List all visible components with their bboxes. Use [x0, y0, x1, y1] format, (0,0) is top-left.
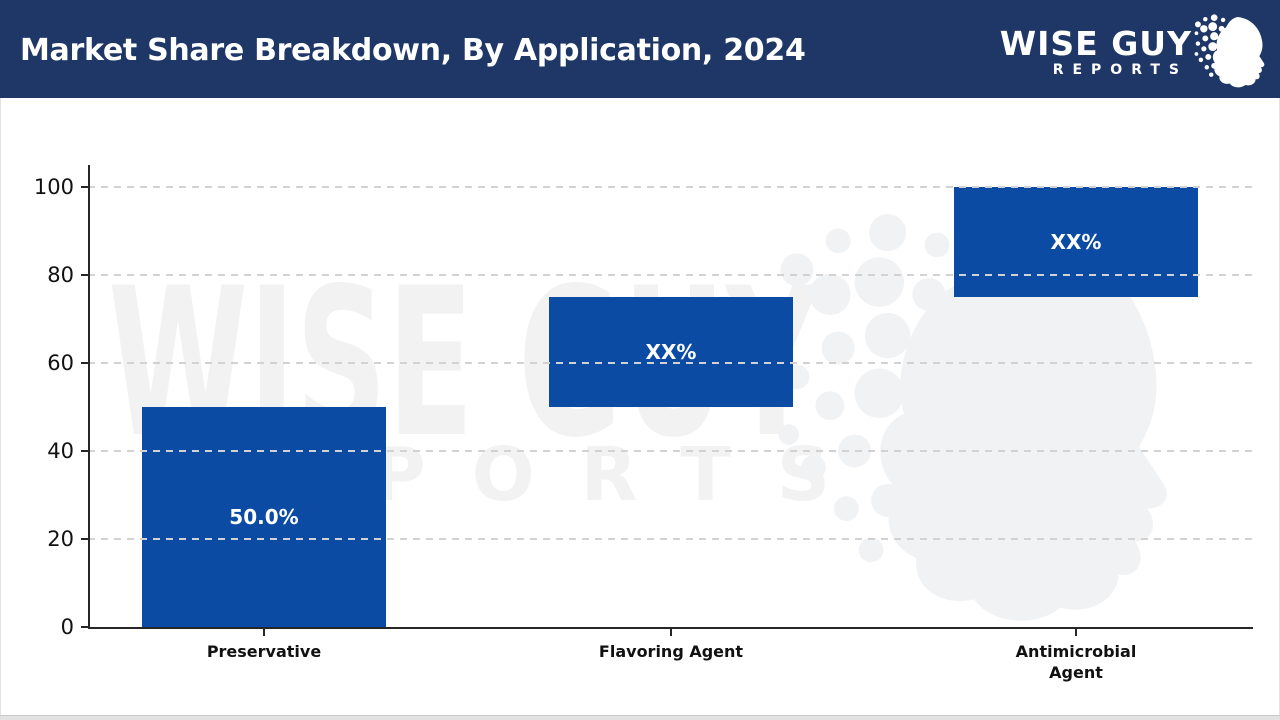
y-tick-mark-100	[81, 186, 88, 188]
y-axis-spine	[88, 165, 90, 629]
gridline-20	[88, 538, 1253, 540]
y-tick-mark-60	[81, 362, 88, 364]
left-border	[0, 98, 1, 720]
bar-2	[549, 297, 793, 407]
x-axis-spine	[88, 627, 1253, 629]
bar-1	[142, 407, 386, 627]
y-tick-label-80: 80	[47, 263, 74, 287]
brand-logo: WISE GUY REPORTS	[1000, 4, 1270, 94]
header-bar: Market Share Breakdown, By Application, …	[0, 0, 1280, 98]
gridline-100	[88, 186, 1253, 188]
gridline-60	[88, 362, 1253, 364]
bar-value-label-2: XX%	[645, 340, 697, 364]
bar-value-label-3: XX%	[1050, 230, 1102, 254]
chart-plot-area: 0 20 40 60 80 100 50.0% Preservative XX% Flavorin…	[0, 98, 1280, 716]
footer-hairline	[0, 715, 1280, 716]
category-label-2: Flavoring Agent	[598, 642, 744, 661]
x-tick-mark-2	[670, 629, 672, 636]
y-tick-mark-20	[81, 538, 88, 540]
y-tick-label-60: 60	[47, 351, 74, 375]
y-tick-mark-40	[81, 450, 88, 452]
y-tick-mark-80	[81, 274, 88, 276]
footer-strip	[0, 716, 1280, 720]
category-label-1: Preservative	[206, 642, 322, 661]
x-tick-mark-1	[263, 629, 265, 636]
brand-name: WISE GUY	[999, 24, 1192, 63]
page-title: Market Share Breakdown, By Application, …	[20, 33, 806, 68]
gridline-80	[88, 274, 1253, 276]
y-tick-mark-0	[81, 626, 88, 628]
y-tick-label-100: 100	[33, 175, 74, 199]
bar-3	[954, 187, 1198, 297]
y-tick-label-0: 0	[60, 615, 74, 639]
y-tick-label-20: 20	[47, 527, 74, 551]
x-tick-mark-3	[1075, 629, 1077, 636]
category-label-3: Antimicrobial Agent	[1015, 642, 1137, 682]
watermark-face-icon	[778, 214, 1167, 621]
brand-subtitle: REPORTS	[1052, 62, 1188, 78]
gridline-40	[88, 450, 1253, 452]
logo-face-icon	[1194, 14, 1265, 88]
bar-value-label-1: 50.0%	[229, 505, 299, 529]
y-tick-label-40: 40	[47, 439, 74, 463]
